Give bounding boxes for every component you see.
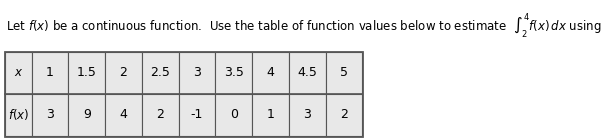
Text: $f(x)$: $f(x)$ — [8, 107, 29, 122]
Text: 3.5: 3.5 — [224, 66, 244, 79]
Text: 0: 0 — [230, 108, 238, 121]
Text: -1: -1 — [191, 108, 203, 121]
Text: $x$: $x$ — [14, 66, 23, 79]
Text: 1.5: 1.5 — [77, 66, 97, 79]
Text: 9: 9 — [83, 108, 91, 121]
Text: 4.5: 4.5 — [297, 66, 317, 79]
Text: 4: 4 — [120, 108, 127, 121]
Text: 4: 4 — [267, 66, 275, 79]
Text: 2: 2 — [120, 66, 127, 79]
Text: 2.5: 2.5 — [150, 66, 170, 79]
Text: 5: 5 — [340, 66, 348, 79]
Text: 1: 1 — [46, 66, 54, 79]
Text: Let $f(x)$ be a continuous function.  Use the table of function values below to : Let $f(x)$ be a continuous function. Use… — [6, 11, 601, 40]
Text: 3: 3 — [193, 66, 201, 79]
Text: 2: 2 — [156, 108, 164, 121]
Text: 3: 3 — [46, 108, 54, 121]
Text: 2: 2 — [340, 108, 348, 121]
Text: 1: 1 — [267, 108, 275, 121]
Bar — [5, 94, 32, 136]
Bar — [5, 52, 32, 94]
Text: 3: 3 — [304, 108, 311, 121]
